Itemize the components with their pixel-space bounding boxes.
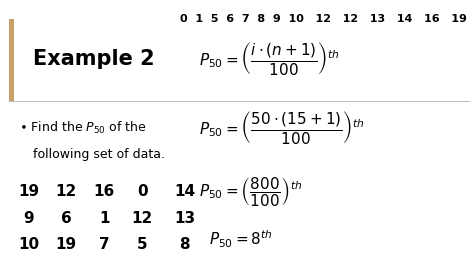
Text: 13: 13 [174, 211, 195, 226]
Text: $\bullet$ Find the $P_{50}$ of the: $\bullet$ Find the $P_{50}$ of the [19, 120, 147, 136]
Text: 14: 14 [174, 184, 195, 199]
Text: 0: 0 [137, 184, 147, 199]
Text: 8: 8 [180, 237, 190, 252]
Text: Example 2: Example 2 [33, 48, 155, 69]
Text: 1: 1 [99, 211, 109, 226]
Text: 19: 19 [56, 237, 77, 252]
Text: 16: 16 [94, 184, 115, 199]
Text: $P_{50} = 8^{th}$: $P_{50} = 8^{th}$ [209, 229, 273, 250]
Text: 6: 6 [61, 211, 72, 226]
Text: 0  1  5  6  7  8  9  10   12   12   13   14   16   19   19: 0 1 5 6 7 8 9 10 12 12 13 14 16 19 19 [180, 14, 474, 24]
Text: 7: 7 [99, 237, 109, 252]
Text: $P_{50} = \left(\dfrac{i \cdot (n + 1)}{100}\right)^{th}$: $P_{50} = \left(\dfrac{i \cdot (n + 1)}{… [199, 40, 340, 77]
Text: $P_{50} = \left(\dfrac{800}{100}\right)^{th}$: $P_{50} = \left(\dfrac{800}{100}\right)^… [199, 175, 302, 208]
Text: following set of data.: following set of data. [33, 148, 165, 161]
FancyBboxPatch shape [9, 19, 14, 101]
Text: 10: 10 [18, 237, 39, 252]
Text: $P_{50} = \left(\dfrac{50 \cdot (15 + 1)}{100}\right)^{th}$: $P_{50} = \left(\dfrac{50 \cdot (15 + 1)… [199, 109, 365, 146]
Text: 12: 12 [132, 211, 153, 226]
Text: 9: 9 [23, 211, 34, 226]
Text: 12: 12 [56, 184, 77, 199]
Text: 19: 19 [18, 184, 39, 199]
Text: 5: 5 [137, 237, 147, 252]
